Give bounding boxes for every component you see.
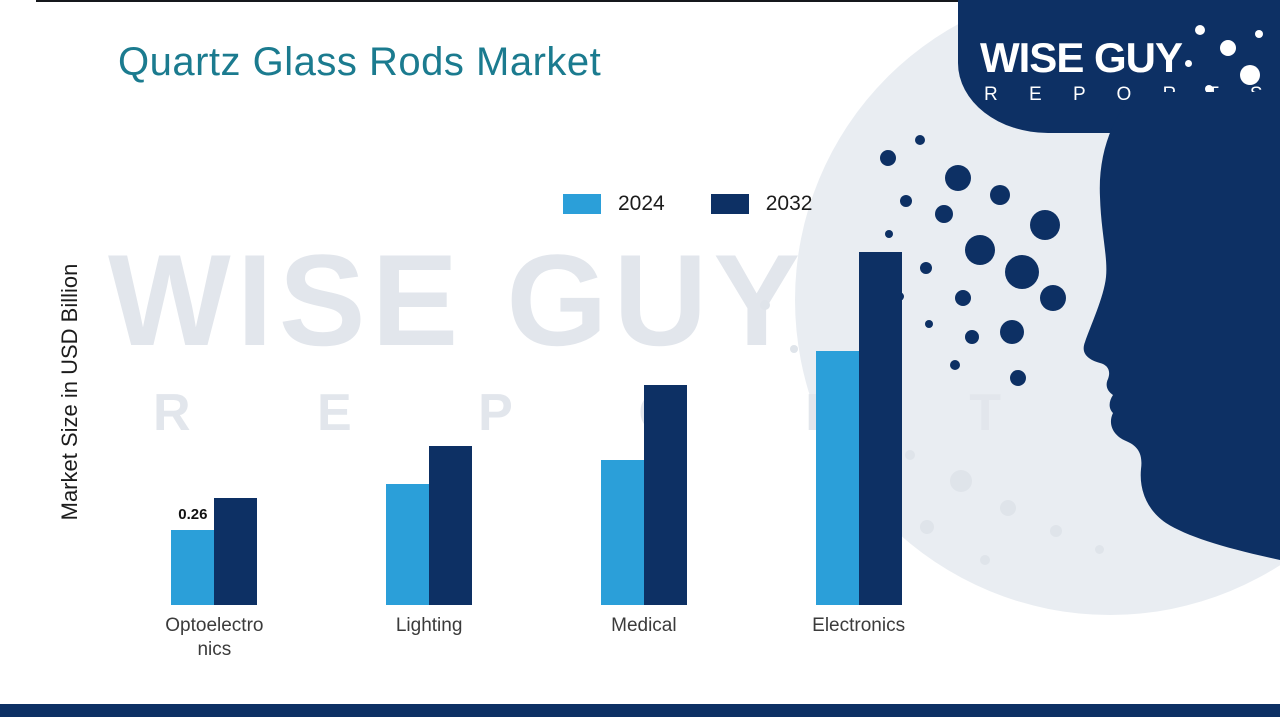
bar-chart: 0.26 Optoelectronics Lighting Medical Electr… — [107, 245, 966, 660]
decor-dot — [950, 470, 972, 492]
bar-pair — [815, 252, 902, 605]
legend-item-2024: 2024 — [563, 192, 665, 216]
decor-dot — [905, 450, 915, 460]
decor-dot — [1040, 285, 1066, 311]
decor-dot — [1195, 25, 1205, 35]
decor-dot — [915, 135, 925, 145]
decor-dot — [1185, 60, 1192, 67]
decor-dot — [1000, 500, 1016, 516]
page-title: Quartz Glass Rods Market — [118, 40, 602, 84]
face-profile-icon — [1083, 92, 1280, 560]
chart-group-medical: Medical — [600, 385, 687, 636]
bar-pair — [600, 385, 687, 605]
watermark: WISE GUY R E P O R T S — [108, 235, 1218, 443]
decor-dot — [950, 360, 960, 370]
decor-dot — [990, 185, 1010, 205]
top-border-line — [36, 0, 958, 2]
bar-electronics-2032 — [858, 252, 902, 605]
logo-brand-text: WISE GUY — [980, 34, 1183, 81]
decor-dot — [965, 330, 979, 344]
chart-group-optoelectronics: 0.26 Optoelectronics — [165, 498, 263, 660]
decor-dot — [1010, 370, 1026, 386]
decor-dot — [1000, 320, 1024, 344]
decor-dot — [900, 195, 912, 207]
legend-label: 2032 — [765, 192, 813, 215]
bar-lighting-2032 — [429, 446, 473, 605]
legend-swatch — [563, 194, 601, 214]
decor-dot — [1030, 210, 1060, 240]
chart-group-electronics: Electronics — [812, 252, 905, 636]
chart-legend: 2024 2032 — [563, 192, 812, 216]
watermark-brand-text: WISE GUY — [108, 227, 807, 373]
bar-pair: 0.26 — [171, 498, 258, 605]
legend-label: 2024 — [618, 192, 665, 215]
footer-bar — [0, 704, 1280, 717]
category-label: Optoelectronics — [165, 615, 264, 660]
bar-value-label: 0.26 — [178, 506, 208, 523]
decor-dot — [925, 320, 933, 328]
decor-dot — [880, 150, 896, 166]
decor-dot — [790, 345, 798, 353]
decor-dot — [1240, 65, 1260, 85]
legend-item-2032: 2032 — [710, 192, 813, 216]
decor-dot — [1205, 85, 1213, 93]
decor-dot — [965, 235, 995, 265]
decor-dot — [920, 262, 932, 274]
bar-pair — [386, 446, 473, 605]
decor-dot — [945, 165, 971, 191]
category-label: Electronics — [812, 615, 906, 636]
decor-dot — [980, 555, 990, 565]
bar-medical-2024 — [600, 460, 644, 605]
legend-swatch — [710, 194, 749, 214]
bar-optoelectronics-2024: 0.26 — [171, 506, 215, 605]
decor-dot — [935, 205, 953, 223]
decor-dot — [920, 520, 934, 534]
decor-dot — [885, 230, 893, 238]
bar-optoelectronics-2032 — [214, 498, 258, 605]
decor-dot — [760, 300, 770, 310]
category-label: Lighting — [395, 615, 463, 636]
decor-dot — [1005, 255, 1039, 289]
bar-lighting-2024 — [386, 484, 430, 605]
decor-dot — [1255, 30, 1263, 38]
chart-group-lighting: Lighting — [386, 446, 473, 636]
y-axis-label: Market Size in USD Billion — [57, 263, 82, 521]
bar-electronics-2024 — [815, 351, 859, 605]
bar-medical-2032 — [643, 385, 687, 605]
decor-dot — [955, 290, 971, 306]
decor-dot — [1095, 545, 1104, 554]
decor-dot — [1220, 40, 1236, 56]
decor-dot — [1050, 525, 1062, 537]
category-label: Medical — [611, 615, 677, 636]
